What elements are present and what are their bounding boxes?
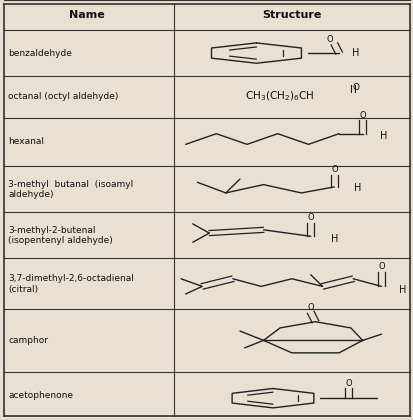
Text: H: H bbox=[354, 183, 361, 193]
Text: O: O bbox=[358, 111, 365, 120]
Text: O: O bbox=[344, 379, 351, 388]
Text: H: H bbox=[351, 48, 358, 58]
Text: O: O bbox=[307, 304, 313, 312]
Text: acetophenone: acetophenone bbox=[8, 391, 73, 400]
Text: 3-methyl  butanal  (isoamyl
aldehyde): 3-methyl butanal (isoamyl aldehyde) bbox=[8, 179, 133, 199]
Text: hexanal: hexanal bbox=[8, 137, 44, 147]
Text: Name: Name bbox=[69, 10, 104, 20]
Text: CH$_3$(CH$_2$)$_6$CH: CH$_3$(CH$_2$)$_6$CH bbox=[244, 89, 313, 103]
Text: O: O bbox=[307, 213, 313, 222]
Text: octanal (octyl aldehyde): octanal (octyl aldehyde) bbox=[8, 92, 119, 101]
Text: camphor: camphor bbox=[8, 336, 48, 345]
Text: O: O bbox=[330, 165, 337, 174]
Text: O: O bbox=[377, 262, 384, 270]
Text: H: H bbox=[330, 234, 337, 244]
Text: O: O bbox=[325, 35, 332, 44]
Text: H: H bbox=[398, 286, 406, 295]
Text: benzaldehyde: benzaldehyde bbox=[8, 49, 72, 58]
Text: O: O bbox=[351, 83, 358, 92]
Text: Structure: Structure bbox=[261, 10, 321, 20]
Text: 3-methyl-2-butenal
(isopentenyl aldehyde): 3-methyl-2-butenal (isopentenyl aldehyde… bbox=[8, 226, 113, 245]
Text: H: H bbox=[379, 131, 387, 141]
Text: 3,7-dimethyl-2,6-octadienal
(citral): 3,7-dimethyl-2,6-octadienal (citral) bbox=[8, 274, 134, 294]
